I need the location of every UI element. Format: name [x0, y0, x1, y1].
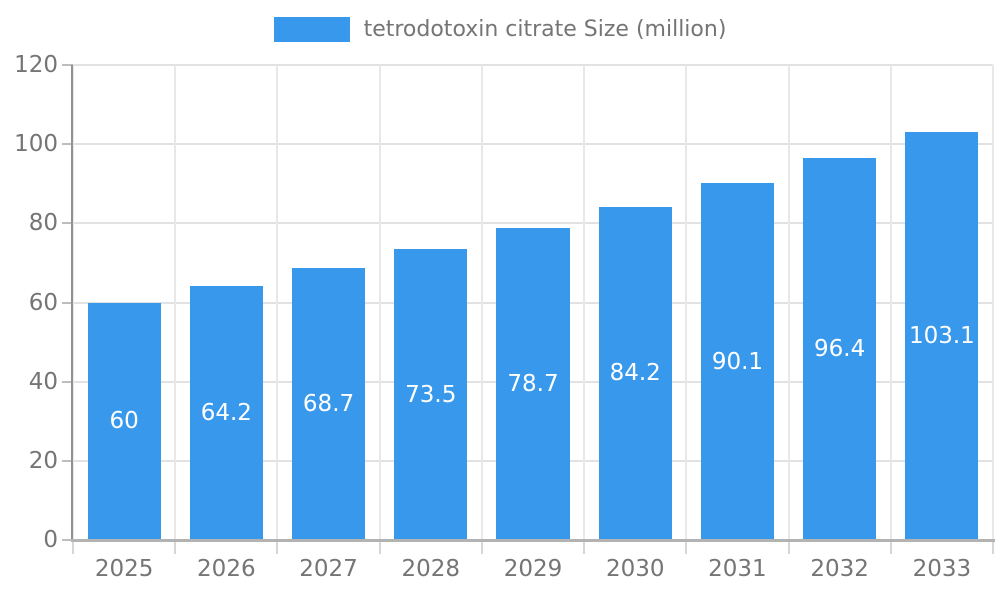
- bar-value-label: 64.2: [200, 399, 252, 426]
- x-axis-tick-label: 2030: [605, 556, 665, 582]
- bar-2025: 60: [87, 302, 161, 540]
- y-axis-tick-label: 40: [28, 368, 58, 395]
- x-axis-tick-label: 2025: [94, 556, 154, 582]
- bar-2027: 68.7: [292, 268, 366, 540]
- gridline-vertical: [378, 65, 381, 540]
- bar-value-label: 96.4: [814, 336, 866, 363]
- y-axis-tick: [62, 459, 73, 462]
- y-axis-tick-label: 80: [28, 210, 58, 237]
- x-axis-tick: [685, 540, 688, 554]
- y-axis-tick: [62, 143, 73, 146]
- x-axis-line: [71, 539, 995, 542]
- y-axis-line: [71, 65, 73, 540]
- gridline-horizontal: [73, 222, 993, 225]
- y-axis-tick-label: 20: [28, 447, 58, 474]
- y-axis-tick-label: 60: [28, 289, 58, 316]
- y-axis-tick-label: 120: [14, 52, 58, 78]
- bar-2030: 84.2: [598, 206, 672, 540]
- gridline-horizontal: [73, 64, 993, 66]
- y-axis-tick: [62, 222, 73, 225]
- x-axis-tick-label: 2028: [401, 556, 461, 582]
- bar-value-label: 78.7: [507, 371, 559, 398]
- y-axis-tick: [62, 301, 73, 304]
- gridline-horizontal: [73, 143, 993, 146]
- gridline-vertical: [787, 65, 790, 540]
- bar-2026: 64.2: [189, 285, 263, 540]
- x-axis-tick-label: 2026: [197, 556, 256, 582]
- gridline-vertical: [992, 65, 994, 540]
- gridline-vertical: [174, 65, 177, 540]
- x-axis-tick-label: 2031: [708, 556, 767, 582]
- gridline-vertical: [685, 65, 688, 540]
- x-axis-tick: [378, 540, 381, 554]
- gridline-vertical: [889, 65, 892, 540]
- gridline-vertical: [583, 65, 586, 540]
- bar-2032: 96.4: [803, 158, 877, 540]
- gridline-vertical: [276, 65, 279, 540]
- x-axis-tick: [889, 540, 892, 554]
- x-axis-tick: [72, 540, 74, 554]
- bar-value-label: 68.7: [302, 391, 355, 418]
- bar-2033: 103.1: [905, 131, 979, 540]
- x-axis-tick-label: 2027: [299, 556, 358, 582]
- y-axis-tick: [62, 64, 73, 66]
- bar-value-label: 84.2: [609, 360, 661, 387]
- bar-value-label: 60: [109, 408, 139, 435]
- x-axis-tick: [174, 540, 177, 554]
- legend-swatch[interactable]: [273, 17, 350, 42]
- x-axis-tick: [787, 540, 790, 554]
- x-axis-tick: [583, 540, 586, 554]
- bar-value-label: 73.5: [405, 381, 457, 408]
- x-axis-tick-label: 2033: [912, 556, 972, 582]
- y-axis-tick: [62, 539, 73, 541]
- x-axis-tick-label: 2032: [810, 556, 869, 582]
- bar-2029: 78.7: [496, 228, 570, 540]
- plot-area: 60 64.2 68.7 73.5 78.7 84.2 90.1 96.4 103.1: [72, 64, 994, 540]
- x-axis-tick: [992, 540, 994, 554]
- x-axis-tick: [480, 540, 483, 554]
- gridline-vertical: [480, 65, 483, 540]
- legend-label[interactable]: tetrodotoxin citrate Size (million): [363, 17, 727, 42]
- y-axis-tick: [62, 380, 73, 383]
- bar-2031: 90.1: [700, 183, 774, 540]
- bar-2028: 73.5: [394, 249, 468, 540]
- y-axis-tick-label: 100: [14, 131, 58, 158]
- y-axis-tick-label: 0: [43, 527, 58, 553]
- legend: tetrodotoxin citrate Size (million): [0, 17, 1000, 42]
- bar-value-label: 103.1: [908, 322, 975, 349]
- gridline-vertical: [72, 65, 74, 540]
- x-axis-tick: [276, 540, 279, 554]
- x-axis-tick-label: 2029: [503, 556, 563, 582]
- bar-value-label: 90.1: [711, 348, 764, 375]
